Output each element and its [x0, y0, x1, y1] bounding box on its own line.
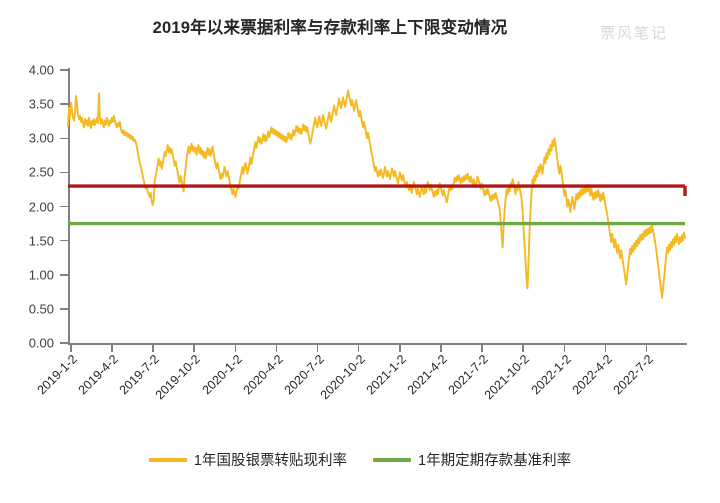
y-axis-tick [60, 342, 68, 344]
series-line [67, 89, 686, 299]
x-axis-tick [399, 345, 401, 352]
y-axis-tick [60, 274, 68, 276]
x-axis-tick [193, 345, 195, 352]
y-axis-label: 4.00 [28, 62, 54, 78]
y-axis-tick [60, 239, 68, 242]
y-axis-label: 1.50 [28, 233, 54, 249]
legend-swatch [148, 457, 187, 462]
x-axis-label: 2022-7-2 [610, 352, 656, 398]
y-axis-tick [60, 308, 68, 310]
y-axis-label: 2.00 [28, 199, 54, 214]
y-axis-label: 1.00 [28, 267, 54, 283]
x-axis-label: 2020-4-2 [240, 352, 286, 398]
page-title: 2019年以来票据利率与存款利率上下限变动情况 [152, 19, 508, 37]
x-axis-label: 2020-7-2 [281, 352, 327, 398]
watermark: 票风笔记 [600, 26, 669, 42]
y-axis-tick [60, 205, 68, 208]
x-axis-line [68, 343, 687, 345]
x-axis-tick [563, 345, 566, 352]
y-axis-label: 3.50 [28, 96, 54, 112]
plot-area [67, 70, 687, 343]
x-axis-tick [440, 345, 442, 352]
x-axis-tick [522, 345, 524, 352]
x-axis-tick [70, 345, 72, 352]
chart-root: 2019年以来票据利率与存款利率上下限变动情况 票风笔记 0.00 0.50 1.0… [0, 19, 720, 470]
x-axis-label: 2022-4-2 [569, 352, 615, 398]
y-axis-label: 3.00 [28, 130, 54, 146]
chart-legend: 1年国股银票转贴现利率 1年期定期存款基准利率 [0, 449, 720, 470]
x-axis-tick [275, 345, 278, 352]
y-axis-label: 0.00 [28, 335, 54, 351]
x-axis-tick [645, 345, 648, 352]
legend-swatch [373, 457, 411, 462]
y-axis-tick [60, 171, 68, 174]
y-axis-label: 0.50 [28, 301, 54, 317]
x-axis-tick [316, 345, 319, 352]
x-axis-tick [234, 345, 237, 352]
y-axis-label: 2.50 [28, 164, 54, 180]
y-axis-tick [60, 137, 68, 139]
legend-label: 1年期定期存款基准利率 [418, 453, 572, 469]
x-axis-tick [111, 345, 113, 352]
legend-label: 1年国股银票转贴现利率 [193, 453, 347, 469]
y-axis-line [68, 68, 70, 345]
x-axis-tick [481, 345, 483, 352]
series-svg [67, 89, 687, 299]
x-axis-label: 2020-10-2 [317, 352, 368, 403]
legend-item[interactable]: 1年国股银票转贴现利率 [148, 449, 347, 470]
x-axis-label: 2021-1-2 [363, 352, 409, 398]
legend-item[interactable]: 1年期定期存款基准利率 [373, 449, 571, 470]
x-axis-tick [604, 345, 607, 352]
y-axis-tick [60, 103, 68, 105]
x-axis-tick [357, 345, 360, 352]
y-axis-tick [60, 69, 68, 71]
x-axis-tick [152, 345, 154, 352]
